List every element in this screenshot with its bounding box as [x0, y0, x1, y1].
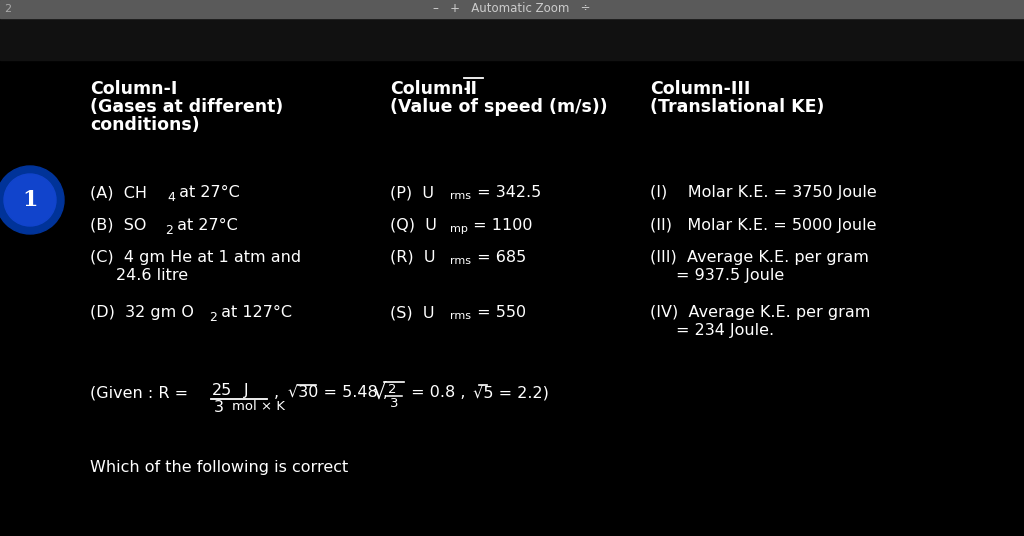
Text: Column-III: Column-III — [650, 80, 751, 98]
Text: Column-: Column- — [390, 80, 471, 98]
Text: 3: 3 — [390, 397, 398, 410]
Text: 2: 2 — [165, 224, 173, 237]
Text: conditions): conditions) — [90, 116, 200, 134]
Text: (S)  U: (S) U — [390, 305, 434, 320]
Text: (Value of speed (m/s)): (Value of speed (m/s)) — [390, 98, 607, 116]
Text: (Translational KE): (Translational KE) — [650, 98, 824, 116]
Text: √: √ — [372, 383, 386, 403]
Text: mp: mp — [450, 224, 468, 234]
Text: 24.6 litre: 24.6 litre — [116, 268, 188, 283]
Text: (III)  Average K.E. per gram: (III) Average K.E. per gram — [650, 250, 869, 265]
Text: (Given : R =: (Given : R = — [90, 385, 194, 400]
Text: (B)  SO: (B) SO — [90, 218, 146, 233]
Text: (D)  32 gm O: (D) 32 gm O — [90, 305, 194, 320]
Text: √5 = 2.2): √5 = 2.2) — [468, 385, 549, 400]
Text: 4: 4 — [167, 191, 175, 204]
Bar — [0, 18, 1024, 60]
Text: (Gases at different): (Gases at different) — [90, 98, 284, 116]
Text: at 27°C: at 27°C — [172, 218, 238, 233]
Text: (I)    Molar K.E. = 3750 Joule: (I) Molar K.E. = 3750 Joule — [650, 185, 877, 200]
Circle shape — [0, 166, 63, 234]
Text: (C)  4 gm He at 1 atm and: (C) 4 gm He at 1 atm and — [90, 250, 301, 265]
Text: (II)   Molar K.E. = 5000 Joule: (II) Molar K.E. = 5000 Joule — [650, 218, 877, 233]
Text: = 342.5: = 342.5 — [472, 185, 542, 200]
Bar — [0, 0, 1024, 18]
Text: 3: 3 — [214, 400, 224, 415]
Text: –   +   Automatic Zoom   ÷: – + Automatic Zoom ÷ — [433, 3, 591, 16]
Text: Which of the following is correct: Which of the following is correct — [90, 460, 348, 475]
Text: 2: 2 — [4, 4, 11, 14]
Text: 2: 2 — [209, 311, 217, 324]
Text: rms: rms — [450, 311, 471, 321]
Text: 1: 1 — [23, 189, 38, 211]
Text: II: II — [464, 80, 477, 98]
Text: (R)  U: (R) U — [390, 250, 435, 265]
Text: (A)  CH: (A) CH — [90, 185, 147, 200]
Text: ,: , — [274, 385, 285, 400]
Text: 2: 2 — [388, 383, 396, 396]
Text: at 127°C: at 127°C — [216, 305, 292, 320]
Text: rms: rms — [450, 191, 471, 201]
Text: mol × K: mol × K — [232, 400, 285, 413]
Text: (Q)  U: (Q) U — [390, 218, 437, 233]
Text: Column-I: Column-I — [90, 80, 177, 98]
Circle shape — [4, 174, 56, 226]
Text: rms: rms — [450, 256, 471, 266]
Text: √30 = 5.48 ,: √30 = 5.48 , — [288, 385, 388, 400]
Text: 25: 25 — [212, 383, 232, 398]
Text: at 27°C: at 27°C — [174, 185, 240, 200]
Text: = 550: = 550 — [472, 305, 526, 320]
Text: = 685: = 685 — [472, 250, 526, 265]
Text: = 937.5 Joule: = 937.5 Joule — [676, 268, 784, 283]
Text: (P)  U: (P) U — [390, 185, 434, 200]
Text: = 1100: = 1100 — [468, 218, 532, 233]
Text: = 234 Joule.: = 234 Joule. — [676, 323, 774, 338]
Text: J: J — [244, 383, 249, 398]
Text: = 0.8 ,: = 0.8 , — [406, 385, 466, 400]
Text: (IV)  Average K.E. per gram: (IV) Average K.E. per gram — [650, 305, 870, 320]
